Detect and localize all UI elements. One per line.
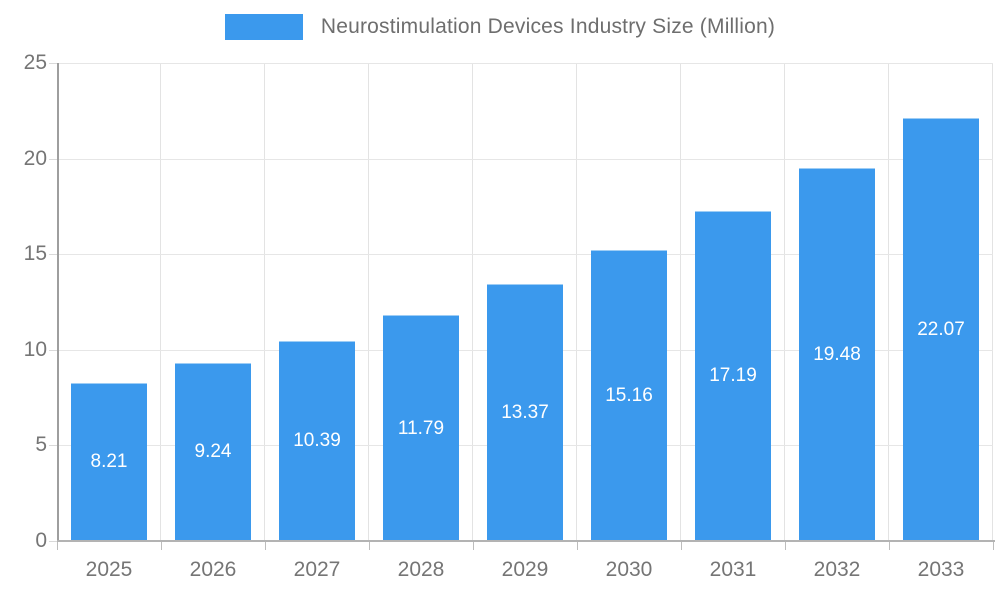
y-tick-label: 25 bbox=[23, 51, 47, 74]
horizontal-gridline bbox=[57, 63, 993, 64]
x-axis-tick bbox=[473, 542, 474, 550]
x-tick-label: 2031 bbox=[709, 558, 757, 581]
vertical-gridline bbox=[368, 63, 369, 541]
bar-value-label: 22.07 bbox=[917, 319, 965, 340]
y-axis-tick bbox=[49, 159, 57, 160]
vertical-gridline bbox=[576, 63, 577, 541]
x-axis-tick bbox=[265, 542, 266, 550]
x-axis-tick bbox=[577, 542, 578, 550]
y-axis-tick bbox=[49, 350, 57, 351]
x-tick-label: 2030 bbox=[605, 558, 653, 581]
y-axis-tick bbox=[49, 254, 57, 255]
legend[interactable]: Neurostimulation Devices Industry Size (… bbox=[0, 14, 1000, 40]
x-axis-tick bbox=[889, 542, 890, 550]
bar-2025[interactable]: 8.21 bbox=[71, 383, 147, 541]
x-tick-label: 2028 bbox=[397, 558, 445, 581]
bar-value-label: 15.16 bbox=[605, 385, 653, 406]
y-tick-label: 5 bbox=[35, 433, 47, 456]
horizontal-gridline bbox=[57, 254, 993, 255]
x-tick-label: 2032 bbox=[813, 558, 861, 581]
vertical-gridline bbox=[992, 63, 993, 541]
y-axis-tick bbox=[49, 541, 57, 542]
bar-2027[interactable]: 10.39 bbox=[279, 341, 355, 541]
legend-swatch bbox=[224, 14, 303, 40]
y-tick-label: 0 bbox=[35, 529, 47, 552]
x-tick-label: 2029 bbox=[501, 558, 549, 581]
vertical-gridline bbox=[680, 63, 681, 541]
x-axis-tick bbox=[161, 542, 162, 550]
x-tick-label: 2027 bbox=[293, 558, 341, 581]
legend-label: Neurostimulation Devices Industry Size (… bbox=[320, 15, 776, 38]
bar-value-label: 10.39 bbox=[293, 430, 341, 451]
x-axis-tick bbox=[993, 542, 994, 550]
x-axis-tick bbox=[369, 542, 370, 550]
bar-2029[interactable]: 13.37 bbox=[487, 284, 563, 541]
y-tick-label: 20 bbox=[23, 147, 47, 170]
vertical-gridline bbox=[888, 63, 889, 541]
x-axis-tick bbox=[785, 542, 786, 550]
y-axis-line bbox=[57, 63, 59, 542]
vertical-gridline bbox=[784, 63, 785, 541]
bar-2031[interactable]: 17.19 bbox=[695, 211, 771, 541]
x-tick-label: 2025 bbox=[85, 558, 133, 581]
horizontal-gridline bbox=[57, 159, 993, 160]
bar-value-label: 8.21 bbox=[90, 451, 128, 472]
bar-2033[interactable]: 22.07 bbox=[903, 118, 979, 541]
x-tick-label: 2033 bbox=[917, 558, 965, 581]
bar-2030[interactable]: 15.16 bbox=[591, 250, 667, 541]
bar-2028[interactable]: 11.79 bbox=[383, 315, 459, 541]
vertical-gridline bbox=[472, 63, 473, 541]
bar-value-label: 19.48 bbox=[813, 344, 861, 365]
y-tick-label: 15 bbox=[23, 242, 47, 265]
x-axis-tick bbox=[57, 542, 58, 550]
y-axis-tick bbox=[49, 445, 57, 446]
bar-value-label: 17.19 bbox=[709, 365, 757, 386]
bar-value-label: 13.37 bbox=[501, 402, 549, 423]
plot-area: 8.21 9.24 10.39 11.79 13.37 15.16 17.19 19.48 22… bbox=[57, 63, 993, 541]
x-axis-tick bbox=[681, 542, 682, 550]
vertical-gridline bbox=[160, 63, 161, 541]
bar-2026[interactable]: 9.24 bbox=[175, 363, 251, 541]
bar-value-label: 11.79 bbox=[397, 418, 445, 439]
bar-value-label: 9.24 bbox=[194, 441, 232, 462]
y-axis-tick bbox=[49, 63, 57, 64]
y-tick-label: 10 bbox=[23, 338, 47, 361]
vertical-gridline bbox=[264, 63, 265, 541]
x-tick-label: 2026 bbox=[189, 558, 237, 581]
bar-2032[interactable]: 19.48 bbox=[799, 168, 875, 541]
x-axis-line bbox=[57, 540, 995, 542]
